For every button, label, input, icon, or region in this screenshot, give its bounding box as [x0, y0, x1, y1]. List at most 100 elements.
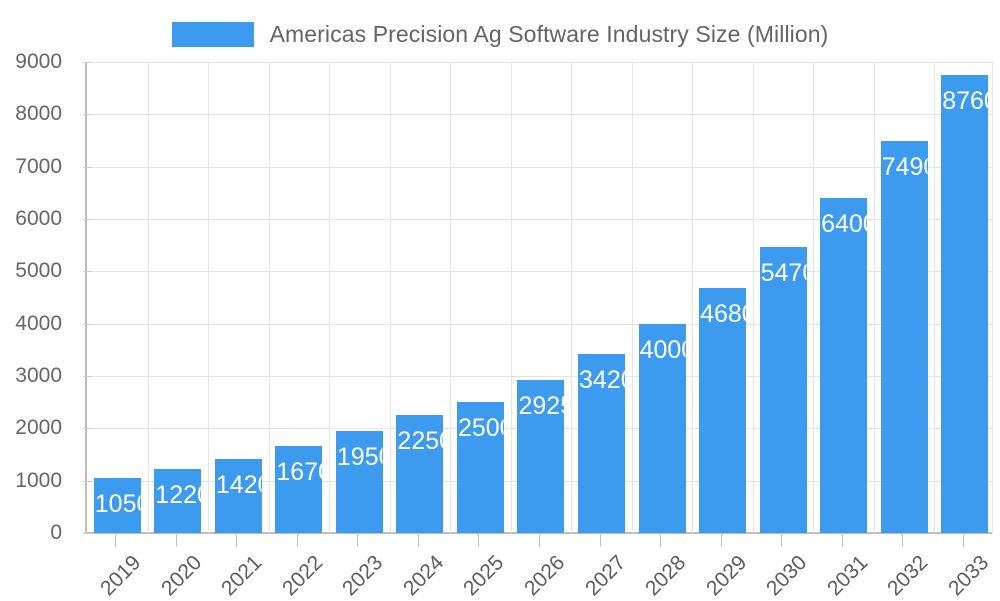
bar[interactable]: 1220: [154, 469, 202, 533]
gridline-horizontal: [87, 166, 992, 168]
y-tick-label: 3000: [15, 364, 62, 387]
gridline-vertical: [329, 62, 330, 533]
bar-value-label: 7490: [881, 155, 928, 181]
gridline-horizontal: [87, 114, 992, 116]
bar-slot: 1670: [269, 62, 330, 533]
y-tick-label: 7000: [15, 154, 62, 178]
y-tick-label: 6000: [15, 207, 62, 230]
gridline-horizontal: [87, 271, 992, 273]
bar[interactable]: 7490: [880, 141, 928, 533]
y-tick-label: 5000: [15, 259, 62, 283]
y-tick-label: 4000: [15, 311, 62, 335]
gridline-vertical: [148, 62, 149, 533]
x-tick-label: 2020: [156, 551, 207, 601]
y-tick-mark: [83, 219, 92, 220]
gridline-vertical: [269, 62, 270, 533]
x-tick-label: 2032: [883, 551, 933, 601]
bar[interactable]: 2250: [396, 415, 444, 533]
bar-value-label: 3420: [579, 368, 625, 394]
x-tick-mark: [600, 533, 601, 547]
bar-value-label: 1950: [336, 444, 383, 470]
bar[interactable]: 1420: [214, 458, 262, 533]
y-tick-mark: [83, 166, 92, 168]
x-tick-label: 2021: [217, 551, 267, 601]
bar-value-label: 1670: [276, 459, 322, 485]
x-tick-label: 2022: [277, 551, 328, 601]
bar-slot: 3420: [571, 62, 632, 533]
bar-value-label: 1220: [155, 483, 201, 509]
x-tick-label: 2023: [338, 551, 388, 601]
gridline-vertical: [632, 62, 633, 533]
x-tick-mark: [357, 533, 358, 547]
x-tick-mark: [963, 533, 964, 547]
y-tick-mark: [83, 480, 92, 482]
bar[interactable]: 1670: [275, 445, 323, 533]
gridline-vertical: [813, 62, 814, 533]
bar-value-label: 1050: [94, 492, 141, 518]
gridline-vertical: [390, 62, 391, 533]
gridline-horizontal: [87, 323, 992, 325]
y-tick-label: 0: [50, 521, 62, 544]
bar-slot: 1050: [87, 62, 148, 533]
x-tick-mark: [781, 533, 782, 547]
bar-slot: 5470: [753, 62, 814, 533]
y-tick-mark: [83, 114, 92, 116]
x-tick-label: 2024: [398, 551, 449, 601]
x-tick-mark: [721, 533, 722, 547]
x-tick-mark: [478, 533, 479, 547]
legend-color-swatch[interactable]: [171, 21, 254, 47]
x-tick-label: 2030: [762, 551, 812, 601]
gridline-vertical: [874, 62, 875, 533]
gridline-vertical: [450, 62, 451, 533]
bar-slot: 1950: [329, 62, 390, 533]
bar-value-label: 2925: [518, 393, 564, 419]
bar[interactable]: 2925: [517, 379, 565, 533]
gridline-horizontal: [87, 219, 992, 220]
bar-value-label: 5470: [760, 260, 807, 286]
bar[interactable]: 5470: [759, 246, 807, 533]
x-tick-mark: [115, 533, 116, 547]
y-tick-mark: [83, 428, 92, 430]
bar[interactable]: 4680: [699, 288, 747, 533]
bar[interactable]: 2500: [456, 402, 504, 533]
gridline-vertical: [692, 62, 693, 533]
bar[interactable]: 4000: [638, 323, 686, 533]
legend-label: Americas Precision Ag Software Industry …: [269, 20, 829, 47]
bar-slot: 4680: [692, 62, 753, 533]
bar[interactable]: 6400: [820, 198, 868, 533]
bar[interactable]: 1950: [335, 430, 383, 533]
x-tick-label: 2026: [519, 551, 570, 601]
x-tick-label: 2028: [641, 551, 691, 601]
bar-value-label: 6400: [821, 212, 867, 238]
bar-slot: 1420: [208, 62, 269, 533]
gridline-vertical: [934, 62, 935, 533]
y-tick-mark: [83, 271, 92, 273]
y-tick-label: 8000: [15, 102, 62, 126]
x-tick-label: 2031: [822, 551, 872, 601]
chart-legend: Americas Precision Ag Software Industry …: [0, 14, 1000, 54]
x-tick-label: 2033: [943, 551, 993, 601]
x-tick-mark: [236, 533, 237, 547]
bar-slot: 6400: [813, 62, 874, 533]
bar[interactable]: 3420: [578, 354, 626, 533]
bar-slot: 7490: [874, 62, 935, 533]
bar-slot: 4000: [632, 62, 693, 533]
x-tick-label: 2025: [459, 551, 509, 601]
y-tick-label: 1000: [15, 468, 62, 492]
bar-value-label: 4680: [700, 302, 746, 328]
gridline-horizontal: [87, 62, 992, 63]
x-tick-mark: [176, 533, 177, 547]
bar-value-label: 2500: [457, 416, 504, 442]
x-tick-mark: [902, 533, 903, 547]
gridline-vertical: [571, 62, 572, 533]
bar-slot: 2925: [511, 62, 572, 533]
y-tick-mark: [83, 533, 92, 534]
gridline-vertical: [208, 62, 209, 533]
bar-value-label: 2250: [397, 429, 443, 455]
bar[interactable]: 1050: [93, 478, 141, 533]
bar-value-label: 4000: [639, 337, 686, 363]
